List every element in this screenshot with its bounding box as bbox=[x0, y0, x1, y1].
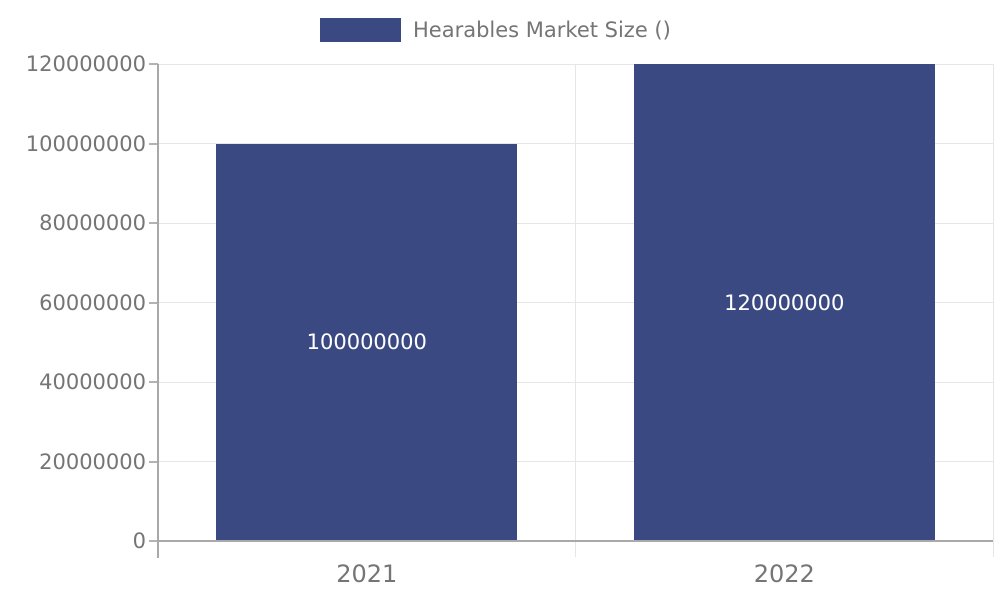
legend-label: Hearables Market Size () bbox=[413, 18, 671, 42]
y-axis-label: 0 bbox=[132, 529, 146, 553]
y-axis-label: 60000000 bbox=[39, 290, 146, 315]
gridline-vertical bbox=[992, 64, 994, 557]
y-axis-tick bbox=[149, 381, 158, 383]
y-axis-tick bbox=[149, 142, 158, 145]
y-axis-tick bbox=[149, 63, 158, 65]
chart-legend[interactable]: Hearables Market Size () bbox=[320, 17, 671, 43]
y-axis-tick bbox=[149, 540, 158, 542]
y-axis-label: 80000000 bbox=[39, 211, 146, 235]
y-axis-tick bbox=[149, 460, 158, 463]
y-axis-label: 100000000 bbox=[25, 131, 146, 156]
y-axis-line bbox=[157, 64, 159, 558]
y-axis-label: 20000000 bbox=[39, 449, 146, 474]
y-axis-tick bbox=[149, 301, 158, 304]
x-axis-label: 2021 bbox=[336, 560, 398, 588]
legend-swatch-icon bbox=[320, 18, 401, 42]
bar-value-label: 100000000 bbox=[306, 330, 427, 355]
y-axis-tick bbox=[149, 222, 158, 224]
x-axis-line bbox=[158, 540, 993, 542]
bar-2021[interactable] bbox=[216, 143, 518, 541]
x-axis-label: 2022 bbox=[753, 560, 815, 588]
gridline-vertical bbox=[575, 64, 576, 557]
y-axis-label: 120000000 bbox=[25, 52, 146, 76]
bar-2022[interactable] bbox=[633, 64, 935, 541]
bar-value-label: 120000000 bbox=[724, 290, 845, 315]
y-axis-label: 40000000 bbox=[39, 370, 146, 394]
